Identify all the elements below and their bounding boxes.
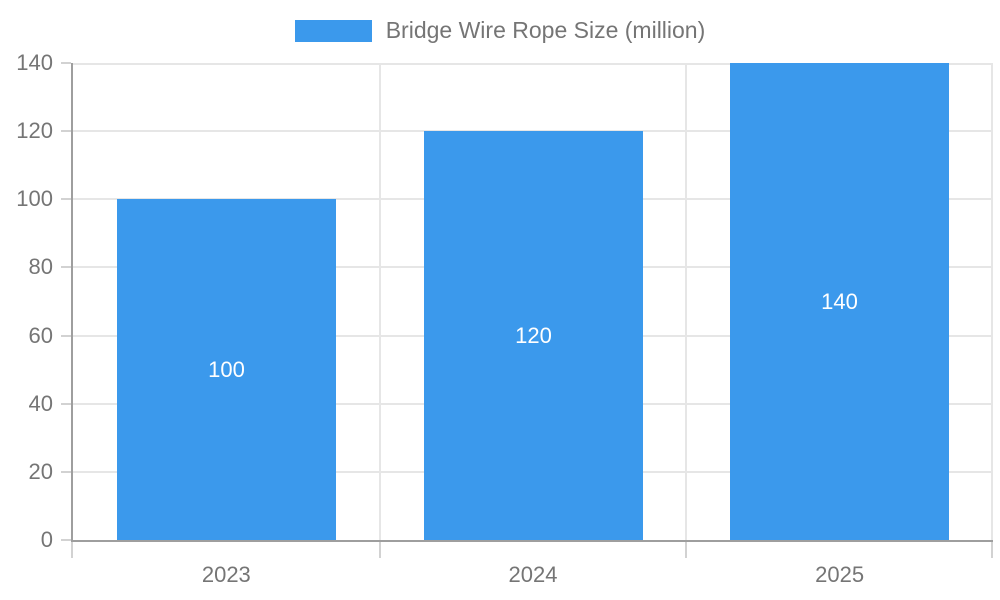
y-tick-mark [61, 539, 71, 541]
x-tick-mark [991, 542, 993, 558]
y-axis-label: 20 [28, 458, 53, 484]
y-tick-mark [61, 130, 71, 133]
bar-value-label: 120 [515, 322, 552, 348]
x-axis-label: 2025 [815, 562, 865, 587]
gridline [73, 63, 993, 65]
gridline [991, 63, 993, 540]
y-tick-mark [61, 334, 71, 337]
y-axis-label: 120 [16, 118, 53, 144]
legend-label: Bridge Wire Rope Size (million) [385, 17, 706, 43]
y-tick-mark [61, 62, 71, 64]
legend-swatch-icon [294, 19, 372, 42]
y-axis-label: 140 [16, 50, 53, 75]
bar-value-label: 140 [821, 288, 858, 314]
y-axis-label: 0 [40, 527, 53, 552]
x-tick-mark [71, 542, 73, 558]
plot-area: 0 20 40 60 80 100 120 140 100 2023 120 2024 140 2025 [16, 50, 993, 587]
x-axis-label: 2023 [201, 562, 251, 587]
y-axis-label: 60 [28, 322, 53, 348]
gridline [685, 63, 688, 540]
legend: Bridge Wire Rope Size (million) [0, 17, 1000, 44]
y-tick-mark [61, 266, 71, 269]
y-tick-mark [61, 402, 71, 405]
y-axis-label: 40 [28, 390, 53, 416]
x-tick-mark [378, 542, 381, 558]
y-tick-mark [61, 470, 71, 473]
y-axis-label: 80 [28, 254, 53, 280]
legend-item[interactable]: Bridge Wire Rope Size (million) [294, 17, 706, 44]
y-axis-label: 100 [16, 186, 53, 212]
bar-value-label: 100 [208, 356, 245, 382]
bar[interactable]: 120 [424, 131, 643, 540]
bar[interactable]: 140 [730, 63, 949, 540]
bar[interactable]: 100 [117, 199, 336, 540]
y-tick-mark [61, 198, 71, 201]
gridline [378, 63, 381, 540]
x-tick-mark [685, 542, 688, 558]
x-axis-label: 2024 [508, 562, 558, 587]
